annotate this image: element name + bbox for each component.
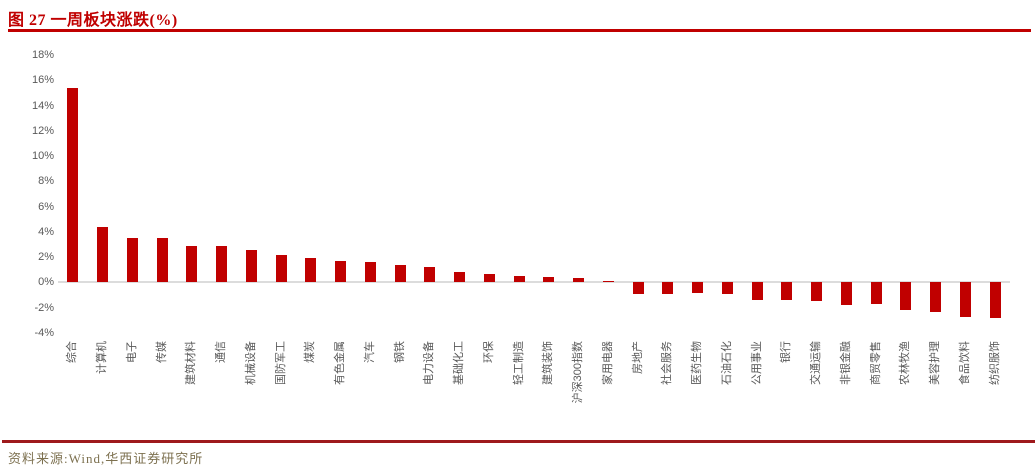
bar (573, 278, 585, 283)
y-axis-tick-label: -2% (34, 301, 54, 314)
bar (305, 258, 317, 283)
x-axis-label: 计算机 (96, 341, 109, 374)
y-axis-tick-label: 12% (31, 124, 54, 137)
bar (989, 282, 1001, 319)
bar (930, 282, 942, 312)
bar (335, 260, 347, 283)
bar (67, 87, 79, 283)
footer-divider (2, 440, 1035, 443)
bar (364, 262, 376, 283)
bar (394, 264, 406, 283)
x-axis-label: 家用电器 (601, 341, 614, 385)
x-axis-label: 食品饮料 (958, 341, 971, 385)
x-axis-label: 环保 (482, 341, 495, 363)
x-axis-label: 汽车 (363, 341, 376, 363)
y-axis-tick-label: 6% (38, 200, 54, 213)
x-axis-label: 商贸零售 (869, 341, 882, 385)
y-axis-tick-label: 0% (38, 276, 54, 289)
x-axis-label: 有色金属 (334, 341, 347, 385)
x-axis-label: 建筑材料 (185, 341, 198, 385)
x-axis-label: 农林牧渔 (899, 341, 912, 385)
x-axis-label: 轻工制造 (512, 341, 525, 385)
bar (840, 282, 852, 306)
x-axis-label: 医药生物 (691, 341, 704, 385)
y-axis-tick-label: -4% (34, 327, 54, 339)
x-axis-label: 电子 (125, 341, 138, 363)
x-axis-label: 美容护理 (929, 341, 942, 385)
x-axis-label: 沪深300指数 (572, 341, 585, 404)
bar (959, 282, 971, 317)
x-axis-label: 机械设备 (244, 341, 257, 385)
x-axis-label: 交通运输 (810, 341, 823, 385)
bar (692, 282, 704, 293)
y-axis-tick-label: 8% (38, 175, 54, 188)
bar (900, 282, 912, 311)
bar (870, 282, 882, 304)
y-axis-tick-label: 10% (31, 150, 54, 163)
x-axis-label: 公用事业 (750, 341, 763, 385)
page-title: 图 27 一周板块涨跌(%) (8, 12, 178, 29)
x-axis-label: 纺织服饰 (988, 341, 1001, 385)
bar (781, 282, 793, 300)
bar-chart: 18% 16% 14% 12% 10% 8% 6% 4% 2% 0% -2% -4% 综合 计算机 电子 传媒… (0, 34, 1035, 434)
bar (216, 246, 228, 283)
x-axis-label: 综合 (66, 341, 79, 363)
x-axis-label: 电力设备 (423, 341, 436, 385)
bar (811, 282, 823, 301)
zero-axis-line (58, 281, 1010, 284)
x-axis-label: 传媒 (155, 341, 168, 363)
x-axis-label: 银行 (780, 341, 793, 363)
x-axis-label: 建筑装饰 (542, 341, 555, 385)
bar (632, 282, 644, 294)
bar (245, 249, 257, 283)
bar (751, 282, 763, 301)
bar (454, 272, 466, 283)
x-axis-label: 石油石化 (720, 341, 733, 385)
y-axis-tick-label: 2% (38, 251, 54, 264)
title-underline-divider (8, 29, 1031, 32)
x-axis-label: 国防军工 (274, 341, 287, 385)
x-axis-label: 非银金融 (839, 341, 852, 385)
y-axis-tick-label: 18% (31, 49, 54, 61)
x-axis-label: 钢铁 (393, 341, 406, 363)
bar (662, 282, 674, 294)
x-axis-label: 通信 (215, 341, 228, 363)
bar (424, 267, 436, 283)
bar (126, 238, 138, 283)
y-axis-tick-label: 16% (31, 74, 54, 87)
bar (483, 274, 495, 283)
bar (186, 245, 198, 283)
x-axis-label: 煤炭 (304, 341, 317, 363)
x-axis-label: 房地产 (631, 341, 644, 374)
y-axis-tick-label: 14% (31, 99, 54, 112)
bar (275, 254, 287, 283)
bar (721, 282, 733, 295)
x-axis-label: 基础化工 (453, 341, 466, 385)
source-note: 资料来源:Wind,华西证券研究所 (8, 451, 204, 466)
bar (513, 275, 525, 283)
bar (602, 280, 614, 283)
bar (156, 238, 168, 283)
bar (543, 277, 555, 283)
bar (97, 226, 109, 283)
y-axis-tick-label: 4% (38, 225, 54, 238)
x-axis-label: 社会服务 (661, 341, 674, 385)
